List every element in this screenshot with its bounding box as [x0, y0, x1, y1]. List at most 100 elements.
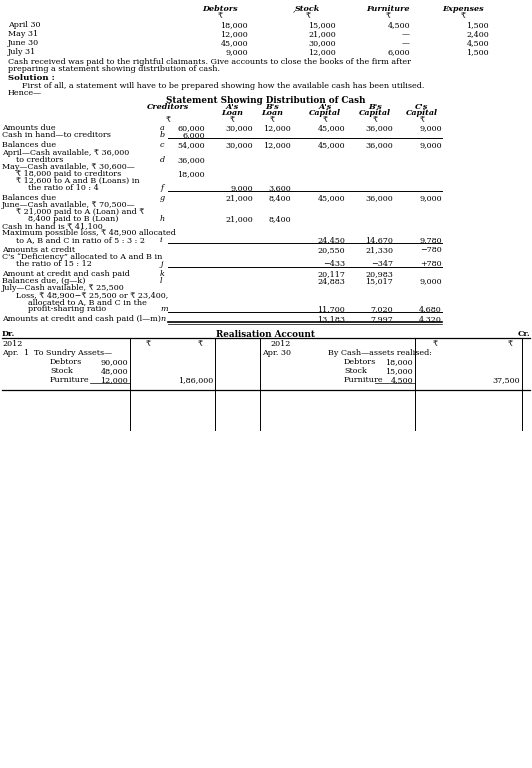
Text: allocated to A, B and C in the: allocated to A, B and C in the — [28, 298, 147, 306]
Text: ₹ 21,000 paid to A (Loan) and ₹: ₹ 21,000 paid to A (Loan) and ₹ — [16, 208, 144, 216]
Text: 12,000: 12,000 — [220, 30, 248, 38]
Text: 21,000: 21,000 — [225, 215, 253, 223]
Text: ₹: ₹ — [386, 12, 390, 20]
Text: 12,000: 12,000 — [263, 124, 291, 132]
Text: Debtors: Debtors — [50, 358, 82, 366]
Text: June 30: June 30 — [8, 39, 39, 47]
Text: Dr.: Dr. — [2, 330, 15, 338]
Text: the ratio of 10 : 4: the ratio of 10 : 4 — [28, 184, 99, 192]
Text: Hence—: Hence— — [8, 89, 42, 97]
Text: Balances due: Balances due — [2, 141, 56, 149]
Text: ₹: ₹ — [372, 116, 378, 124]
Text: 20,983: 20,983 — [365, 270, 393, 278]
Text: 9,000: 9,000 — [419, 277, 442, 285]
Text: n: n — [160, 315, 165, 323]
Text: ₹: ₹ — [322, 116, 328, 124]
Text: 20,550: 20,550 — [318, 246, 345, 254]
Text: 45,000: 45,000 — [318, 124, 345, 132]
Text: —: — — [402, 39, 410, 47]
Text: Cash in hand—to creditors: Cash in hand—to creditors — [2, 131, 111, 139]
Text: ₹ 18,000 paid to creditors: ₹ 18,000 paid to creditors — [16, 170, 121, 178]
Text: g: g — [160, 194, 165, 202]
Text: May 31: May 31 — [8, 30, 38, 38]
Text: 37,500: 37,500 — [493, 376, 520, 384]
Text: j: j — [160, 260, 162, 268]
Text: 30,000: 30,000 — [226, 124, 253, 132]
Text: f: f — [160, 184, 163, 192]
Text: 1,86,000: 1,86,000 — [178, 376, 213, 384]
Text: a: a — [160, 124, 165, 132]
Text: 9,000: 9,000 — [419, 194, 442, 202]
Text: 45,000: 45,000 — [318, 141, 345, 149]
Text: 21,000: 21,000 — [308, 30, 336, 38]
Text: Amounts at credit: Amounts at credit — [2, 246, 75, 254]
Text: B's: B's — [265, 103, 279, 111]
Text: 12,000: 12,000 — [308, 48, 336, 56]
Text: Loan: Loan — [221, 109, 243, 117]
Text: July—Cash available, ₹ 25,500: July—Cash available, ₹ 25,500 — [2, 284, 124, 292]
Text: Loss, ₹ 48,900−₹ 25,500 or ₹ 23,400,: Loss, ₹ 48,900−₹ 25,500 or ₹ 23,400, — [16, 291, 168, 299]
Text: ₹: ₹ — [145, 340, 151, 348]
Text: 9,000: 9,000 — [230, 184, 253, 192]
Text: 4,680: 4,680 — [419, 305, 442, 313]
Text: ₹ 12,600 to A and B (Loans) in: ₹ 12,600 to A and B (Loans) in — [16, 177, 139, 185]
Text: 36,000: 36,000 — [365, 141, 393, 149]
Text: To Sundry Assets—: To Sundry Assets— — [34, 349, 112, 357]
Text: b: b — [160, 131, 165, 139]
Text: ₹: ₹ — [305, 12, 311, 20]
Text: 13,183: 13,183 — [317, 315, 345, 323]
Text: ₹: ₹ — [460, 12, 466, 20]
Text: 6,000: 6,000 — [182, 131, 205, 139]
Text: Capital: Capital — [406, 109, 438, 117]
Text: 1,500: 1,500 — [467, 21, 489, 29]
Text: ₹: ₹ — [218, 12, 222, 20]
Text: d: d — [160, 156, 165, 164]
Text: 7,997: 7,997 — [370, 315, 393, 323]
Text: 7,020: 7,020 — [370, 305, 393, 313]
Text: the ratio of 15 : 12: the ratio of 15 : 12 — [16, 260, 92, 268]
Text: 18,000: 18,000 — [220, 21, 248, 29]
Text: 8,400: 8,400 — [268, 215, 291, 223]
Text: April 30: April 30 — [8, 21, 40, 29]
Text: 21,330: 21,330 — [365, 246, 393, 254]
Text: 36,000: 36,000 — [177, 156, 205, 164]
Text: —: — — [402, 30, 410, 38]
Text: 15,000: 15,000 — [309, 21, 336, 29]
Text: 36,000: 36,000 — [365, 194, 393, 202]
Text: h: h — [160, 215, 165, 223]
Text: −347: −347 — [371, 260, 393, 268]
Text: ₹: ₹ — [433, 340, 437, 348]
Text: B's: B's — [368, 103, 382, 111]
Text: July 31: July 31 — [8, 48, 36, 56]
Text: 4,500: 4,500 — [387, 21, 410, 29]
Text: ₹: ₹ — [229, 116, 235, 124]
Text: profit-sharing ratio: profit-sharing ratio — [28, 305, 106, 313]
Text: June—Cash available, ₹ 70,500—: June—Cash available, ₹ 70,500— — [2, 201, 136, 209]
Text: ₹: ₹ — [419, 116, 425, 124]
Text: 60,000: 60,000 — [177, 124, 205, 132]
Text: to A, B and C in ratio of 5 : 3 : 2: to A, B and C in ratio of 5 : 3 : 2 — [16, 236, 145, 244]
Text: Cash in hand is ₹ 41,100: Cash in hand is ₹ 41,100 — [2, 222, 103, 230]
Text: Stock: Stock — [344, 367, 367, 375]
Text: Cash received was paid to the rightful claimants. Give accounts to close the boo: Cash received was paid to the rightful c… — [8, 58, 411, 66]
Text: Loan: Loan — [261, 109, 283, 117]
Text: 3,600: 3,600 — [268, 184, 291, 192]
Text: 9,000: 9,000 — [419, 124, 442, 132]
Text: Debtors: Debtors — [202, 5, 238, 13]
Text: 12,000: 12,000 — [263, 141, 291, 149]
Text: 24,883: 24,883 — [317, 277, 345, 285]
Text: Statement Showing Distribution of Cash: Statement Showing Distribution of Cash — [166, 96, 366, 105]
Text: 4,320: 4,320 — [419, 315, 442, 323]
Text: k: k — [160, 270, 165, 278]
Text: m: m — [160, 305, 168, 313]
Text: 30,000: 30,000 — [226, 141, 253, 149]
Text: Furniture: Furniture — [366, 5, 410, 13]
Text: 1,500: 1,500 — [467, 48, 489, 56]
Text: Furniture: Furniture — [344, 376, 384, 384]
Text: 90,000: 90,000 — [101, 358, 128, 366]
Text: 2012: 2012 — [270, 340, 290, 348]
Text: Apr. 30: Apr. 30 — [262, 349, 291, 357]
Text: 9,000: 9,000 — [419, 141, 442, 149]
Text: 20,117: 20,117 — [317, 270, 345, 278]
Text: Capital: Capital — [309, 109, 341, 117]
